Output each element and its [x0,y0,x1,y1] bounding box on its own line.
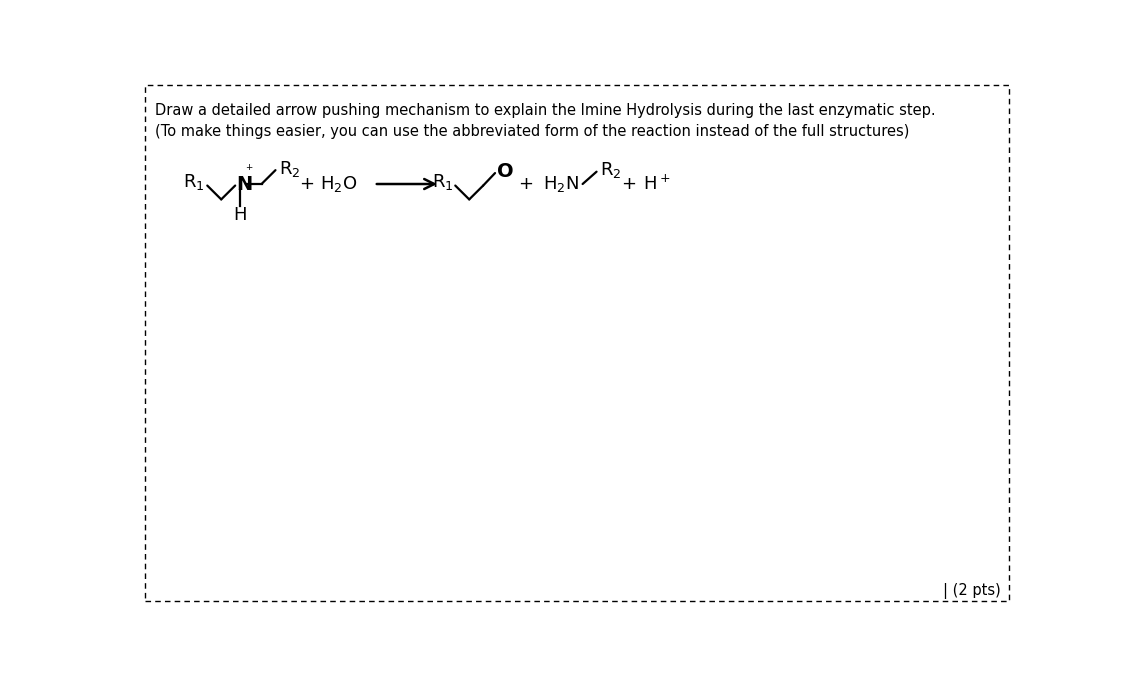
Text: +: + [299,175,314,193]
Text: Draw a detailed arrow pushing mechanism to explain the Imine Hydrolysis during t: Draw a detailed arrow pushing mechanism … [154,103,935,118]
Text: $\mathrm{H^+}$: $\mathrm{H^+}$ [642,174,670,194]
Text: (To make things easier, you can use the abbreviated form of the reaction instead: (To make things easier, you can use the … [154,124,909,139]
Text: H: H [233,206,246,224]
Text: $\mathrm{R_1}$: $\mathrm{R_1}$ [182,171,204,192]
Text: $\mathrm{R_2}$: $\mathrm{R_2}$ [279,158,300,179]
Text: O: O [497,162,514,181]
Text: $\mathrm{H_2N}$: $\mathrm{H_2N}$ [543,174,579,194]
Text: $^+$: $^+$ [244,164,254,177]
Text: $\mathrm{R_2}$: $\mathrm{R_2}$ [600,160,621,180]
Text: N: N [236,175,252,194]
Text: +: + [519,175,533,193]
Text: $\mathrm{R_1}$: $\mathrm{R_1}$ [432,171,453,192]
Text: $\mathrm{H_2O}$: $\mathrm{H_2O}$ [321,174,358,194]
Text: +: + [622,175,637,193]
Text: | (2 pts): | (2 pts) [943,583,1001,599]
